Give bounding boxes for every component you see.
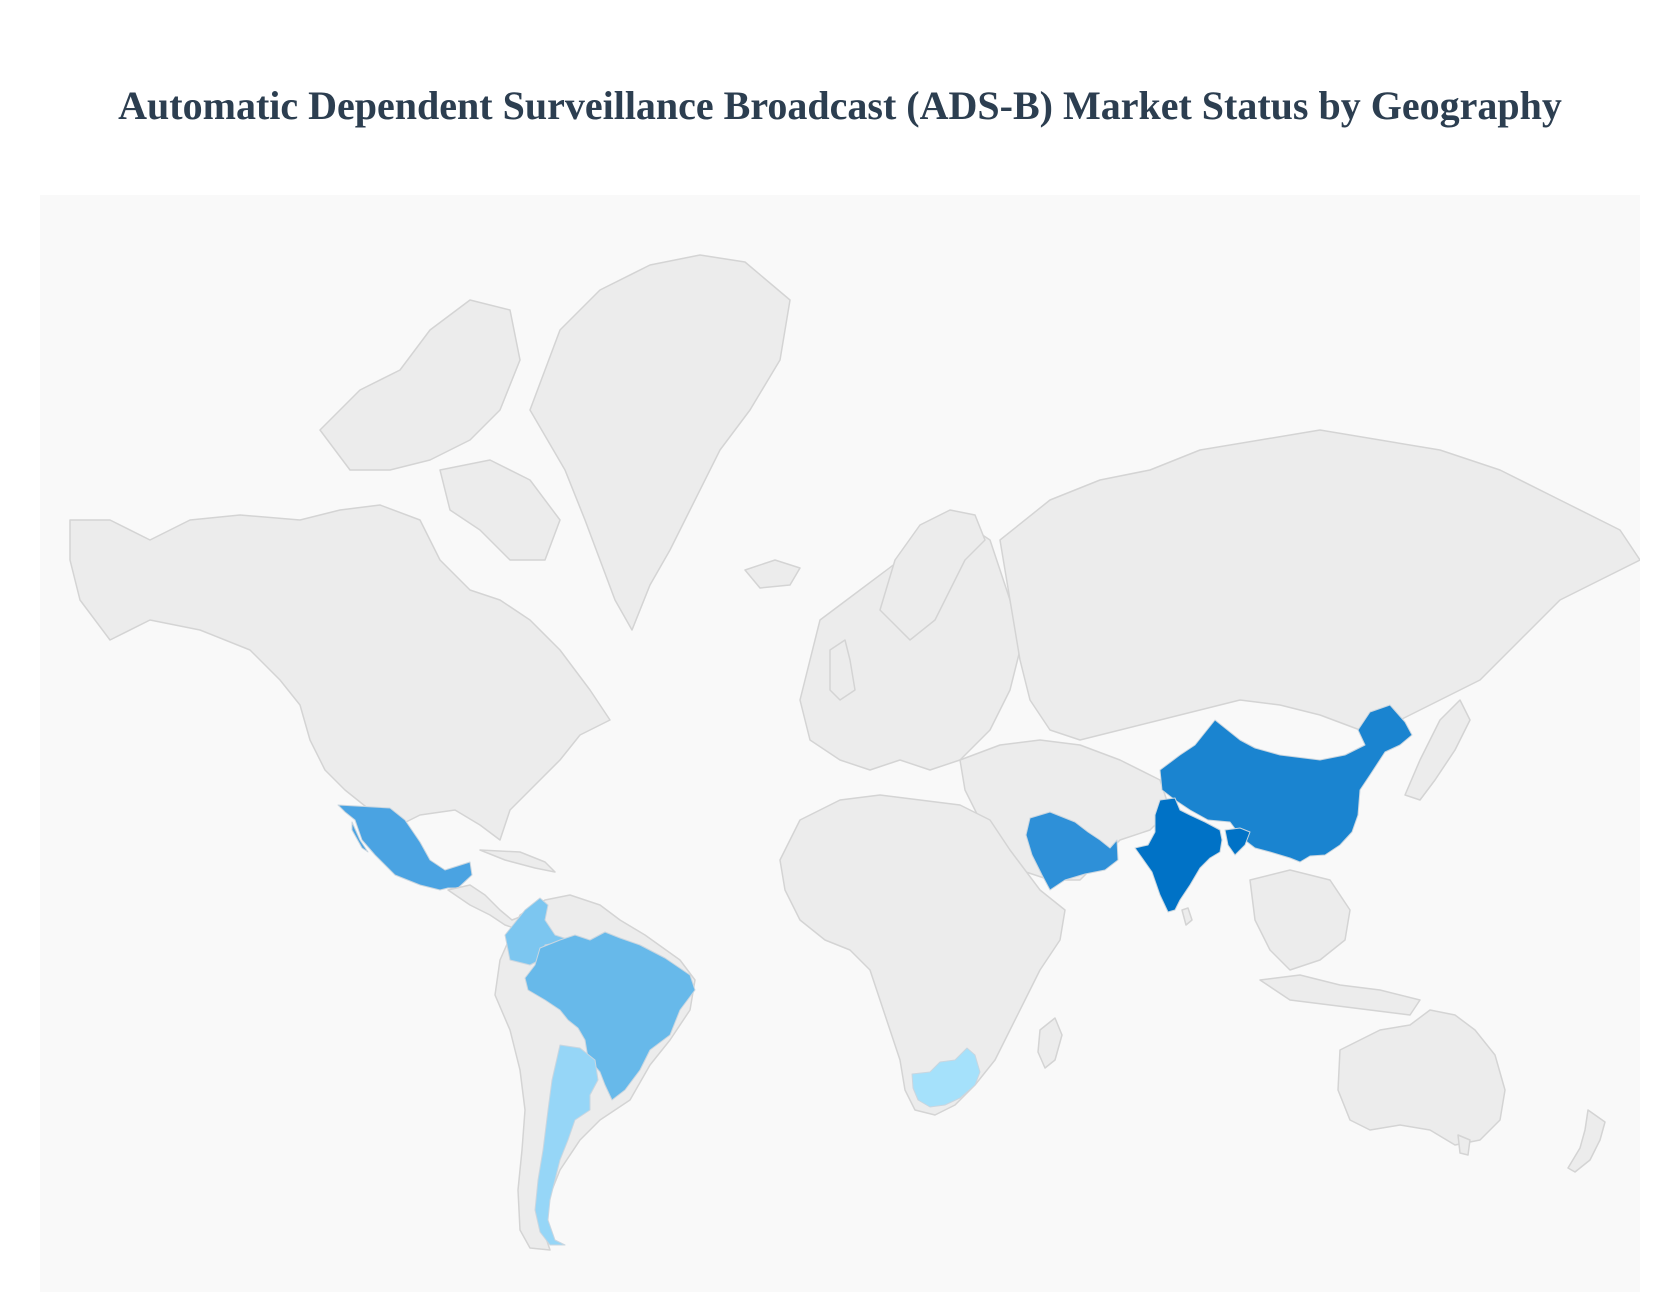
region-indonesia[interactable] [1259,974,1421,1016]
region-uk[interactable] [829,639,856,701]
region-iceland[interactable] [744,559,801,589]
region-arctic-islands[interactable] [319,299,521,471]
region-russia[interactable] [999,429,1640,741]
region-greenland[interactable] [529,254,791,631]
region-new-zealand[interactable] [1567,1109,1606,1173]
region-australia[interactable] [1337,1009,1506,1146]
region-scandinavia[interactable] [879,509,986,641]
region-central-america[interactable] [447,884,526,931]
region-argentina[interactable] [534,1044,599,1246]
page-title: Automatic Dependent Surveillance Broadca… [118,83,1562,128]
region-baffin[interactable] [439,459,561,561]
region-tasmania[interactable] [1457,1134,1471,1156]
region-madagascar[interactable] [1037,1017,1063,1069]
region-cuba[interactable] [479,849,556,873]
region-mexico[interactable] [337,804,473,891]
region-japan[interactable] [1404,699,1471,801]
region-india[interactable] [1134,797,1251,913]
region-saudi-arabia[interactable] [1025,811,1119,891]
region-southeast-asia[interactable] [1249,869,1351,971]
map-svg [69,254,1640,1251]
region-sri-lanka[interactable] [1181,907,1193,926]
region-north-america[interactable] [69,504,611,841]
region-south-africa[interactable] [911,1047,981,1108]
region-colombia[interactable] [504,897,571,966]
region-brazil[interactable] [524,931,696,1101]
world-map[interactable] [40,195,1640,1292]
